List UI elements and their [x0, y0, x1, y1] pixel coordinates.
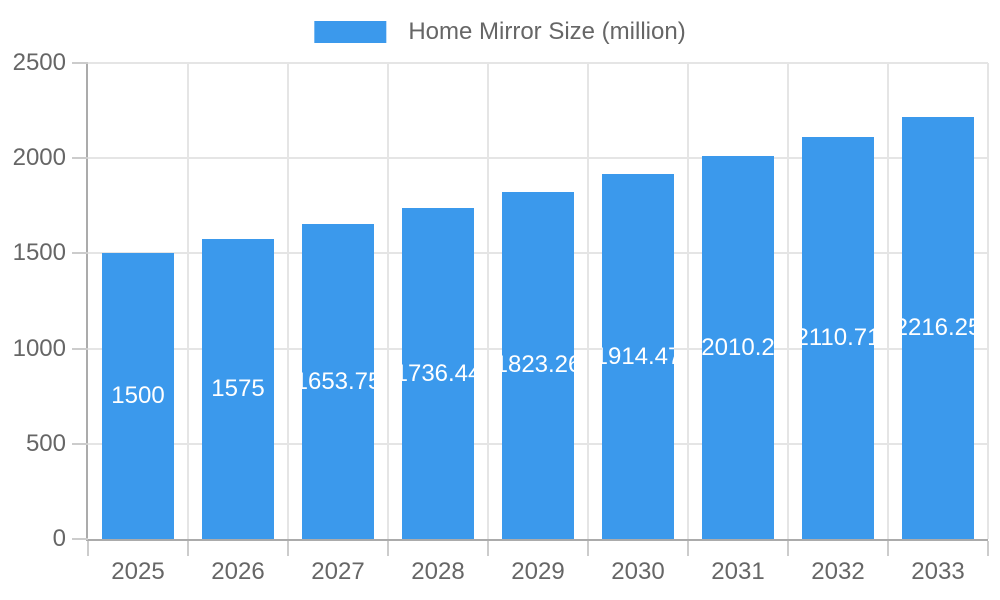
- bar-2030[interactable]: 1914.47: [602, 174, 674, 539]
- bar-2026[interactable]: 1575: [202, 239, 274, 539]
- x-tick-mark: [687, 541, 689, 556]
- bar-value-label: 1736.44: [402, 359, 474, 387]
- bar-2033[interactable]: 2216.25: [902, 117, 974, 539]
- x-axis-tick-label: 2031: [711, 558, 765, 585]
- v-gridline: [987, 63, 989, 539]
- bar-value-label: 2216.25: [902, 314, 974, 341]
- y-tick-mark: [72, 252, 88, 255]
- bar-value-label: 1823.26: [502, 351, 574, 379]
- x-tick-mark: [487, 541, 489, 556]
- plot-area: 1500 1575 1653.75 1736.44 1823.26 1914.47 2010…: [88, 62, 989, 539]
- x-tick-mark: [387, 541, 389, 556]
- x-tick-mark: [987, 541, 989, 556]
- bar-value-label: 1914.47: [602, 342, 674, 370]
- y-tick-mark: [72, 157, 88, 160]
- x-tick-mark: [87, 541, 89, 556]
- v-gridline: [787, 63, 789, 539]
- x-tick-mark: [587, 541, 589, 556]
- v-gridline: [887, 63, 889, 539]
- x-axis-tick-label: 2027: [311, 558, 365, 585]
- bar-value-label: 2010.2: [702, 333, 774, 361]
- bar-value-label: 2110.71: [802, 324, 874, 352]
- bar-value-label: 1500: [111, 382, 165, 410]
- bar-2027[interactable]: 1653.75: [302, 224, 374, 539]
- v-gridline: [387, 63, 389, 539]
- y-axis-tick-label: 0: [52, 525, 66, 552]
- x-tick-mark: [287, 541, 289, 556]
- v-gridline: [287, 63, 289, 539]
- x-axis-tick-label: 2030: [611, 558, 665, 585]
- x-axis-line: [86, 539, 988, 541]
- x-axis-tick-label: 2026: [211, 558, 265, 585]
- bar-2029[interactable]: 1823.26: [502, 191, 574, 539]
- y-tick-mark: [72, 347, 88, 350]
- y-axis-tick-label: 2500: [12, 49, 66, 76]
- y-axis-tick-label: 1500: [12, 239, 66, 267]
- x-tick-mark: [787, 541, 789, 556]
- bar-2032[interactable]: 2110.71: [802, 137, 874, 539]
- bar-2025[interactable]: 1500: [102, 253, 174, 539]
- y-tick-mark: [72, 442, 88, 445]
- v-gridline: [187, 63, 189, 539]
- bar-value-label: 1653.75: [302, 367, 374, 395]
- h-gridline: [88, 157, 988, 160]
- v-gridline: [687, 63, 689, 539]
- y-axis-line: [86, 63, 88, 541]
- legend-swatch: [314, 21, 387, 43]
- v-gridline: [587, 63, 589, 539]
- x-axis-tick-label: 2029: [511, 558, 565, 585]
- y-tick-mark: [72, 62, 88, 64]
- legend-item[interactable]: Home Mirror Size (million): [314, 18, 686, 46]
- x-axis-tick-label: 2032: [811, 558, 865, 585]
- y-tick-mark: [72, 538, 88, 540]
- v-gridline: [487, 63, 489, 539]
- bar-2028[interactable]: 1736.44: [402, 208, 474, 539]
- x-axis-tick-label: 2028: [411, 558, 465, 585]
- bar-2031[interactable]: 2010.2: [702, 156, 774, 539]
- legend-label: Home Mirror Size (million): [408, 18, 686, 45]
- x-axis-tick-label: 2025: [111, 558, 165, 585]
- bar-value-label: 1575: [211, 375, 265, 403]
- x-tick-mark: [187, 541, 189, 556]
- h-gridline: [88, 62, 988, 64]
- x-axis-tick-label: 2033: [911, 558, 965, 585]
- y-axis-tick-label: 2000: [12, 144, 66, 172]
- y-axis-tick-label: 500: [25, 429, 66, 457]
- y-axis-tick-label: 1000: [12, 334, 66, 362]
- x-tick-mark: [887, 541, 889, 556]
